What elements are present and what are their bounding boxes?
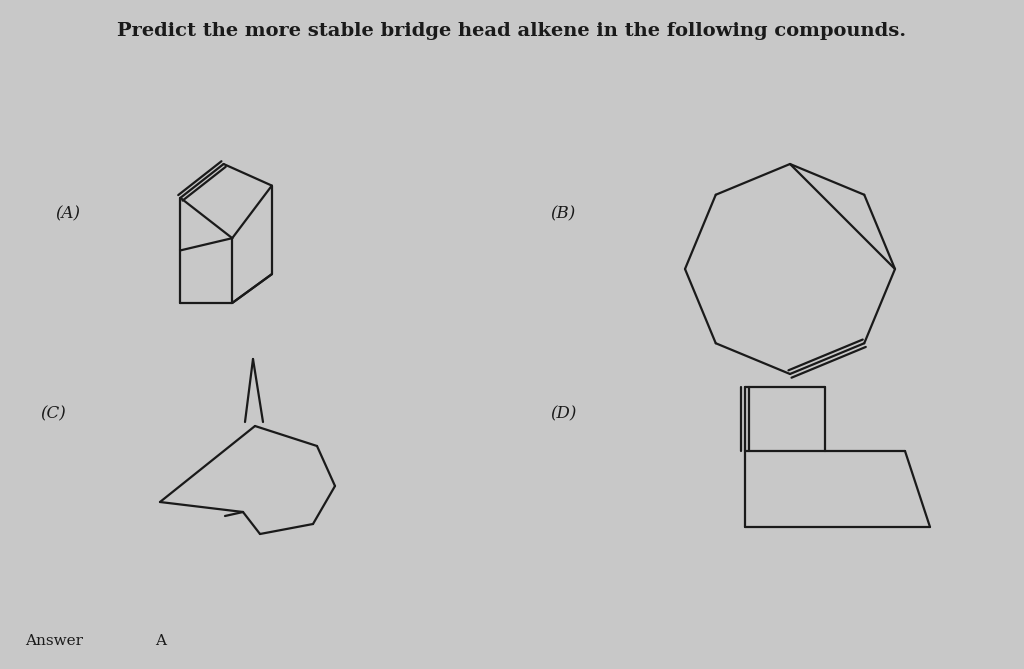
Text: (B): (B) [550, 205, 575, 223]
Text: (A): (A) [55, 205, 80, 223]
Text: A: A [155, 634, 166, 648]
Text: Predict the more stable bridge head alkene in the following compounds.: Predict the more stable bridge head alke… [118, 22, 906, 40]
Text: Answer: Answer [25, 634, 83, 648]
Text: (C): (C) [40, 405, 66, 423]
Text: (D): (D) [550, 405, 577, 423]
